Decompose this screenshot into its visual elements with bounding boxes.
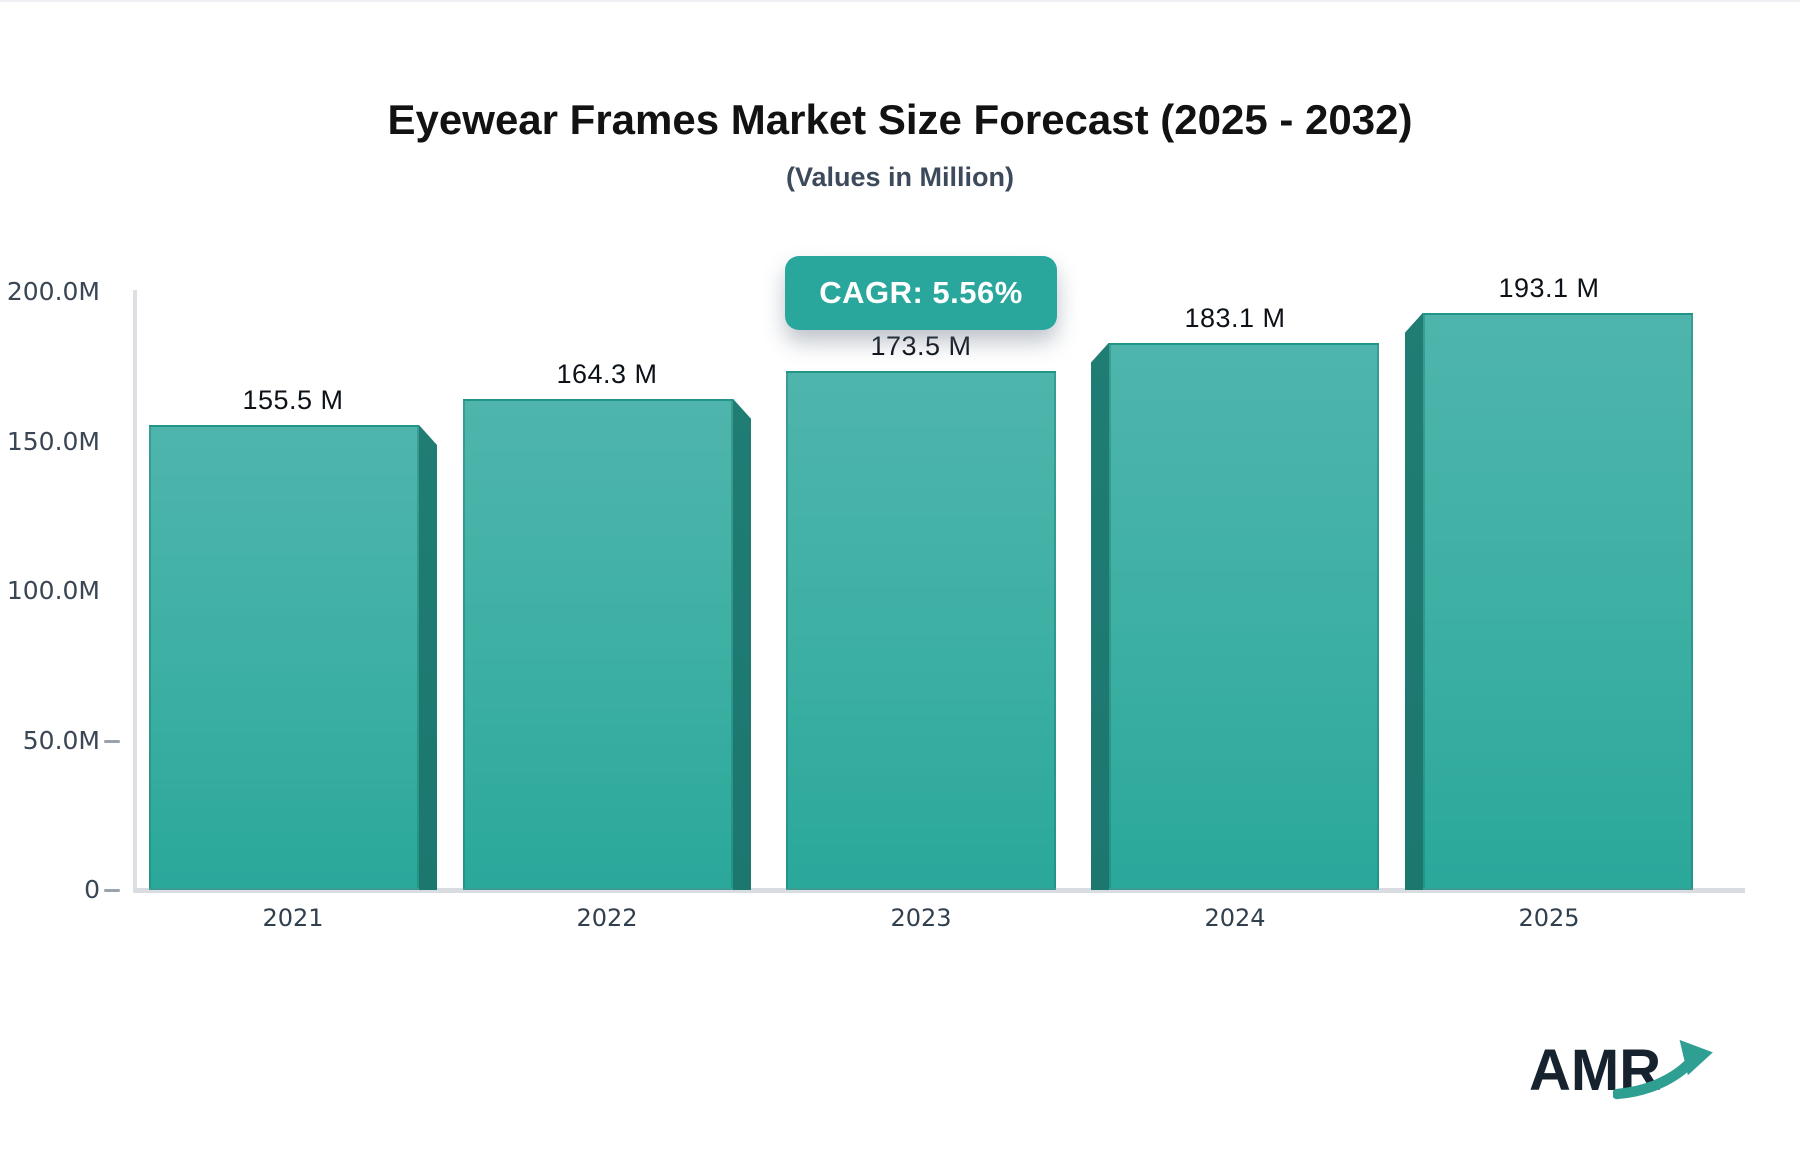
bar xyxy=(1109,342,1379,890)
growth-arrow-icon xyxy=(1613,1039,1713,1100)
y-axis-line xyxy=(133,290,137,890)
bar-3d-side xyxy=(419,425,437,890)
chart-subtitle: (Values in Million) xyxy=(785,162,1015,192)
cagr-badge: CAGR: 5.56% xyxy=(785,256,1057,330)
y-tick-label: 200.0M xyxy=(6,277,100,306)
bar-value-label: 164.3 M xyxy=(556,358,658,389)
y-tick-label: 50.0M xyxy=(22,725,100,755)
y-tick-label: 100.0M xyxy=(6,576,100,605)
amr-logo: AMR xyxy=(1505,1027,1735,1122)
bar-3d-side xyxy=(1405,312,1423,890)
bar xyxy=(463,398,733,890)
y-tick-dash xyxy=(104,889,120,892)
bar-3d-side xyxy=(733,398,751,890)
bar xyxy=(149,425,419,890)
x-tick-label: 2021 xyxy=(262,904,324,932)
chart-title: Eyewear Frames Market Size Forecast (202… xyxy=(387,96,1413,143)
bar xyxy=(1423,312,1693,890)
y-tick-label: 150.0M xyxy=(6,426,100,456)
bar-value-label: 183.1 M xyxy=(1184,302,1286,333)
y-tick-dash xyxy=(104,739,120,743)
bar-3d-side xyxy=(1091,342,1109,890)
x-tick-label: 2022 xyxy=(576,904,638,932)
x-tick-label: 2024 xyxy=(1204,904,1266,932)
y-tick-label: 0 xyxy=(84,875,100,904)
bar-value-label: 193.1 M xyxy=(1498,272,1600,303)
x-tick-label: 2025 xyxy=(1518,904,1580,932)
bar xyxy=(786,371,1056,890)
x-tick-label: 2023 xyxy=(890,904,952,932)
bar-value-label: 173.5 M xyxy=(870,331,972,362)
bar-value-label: 155.5 M xyxy=(242,385,344,416)
x-axis-line xyxy=(133,888,1745,893)
